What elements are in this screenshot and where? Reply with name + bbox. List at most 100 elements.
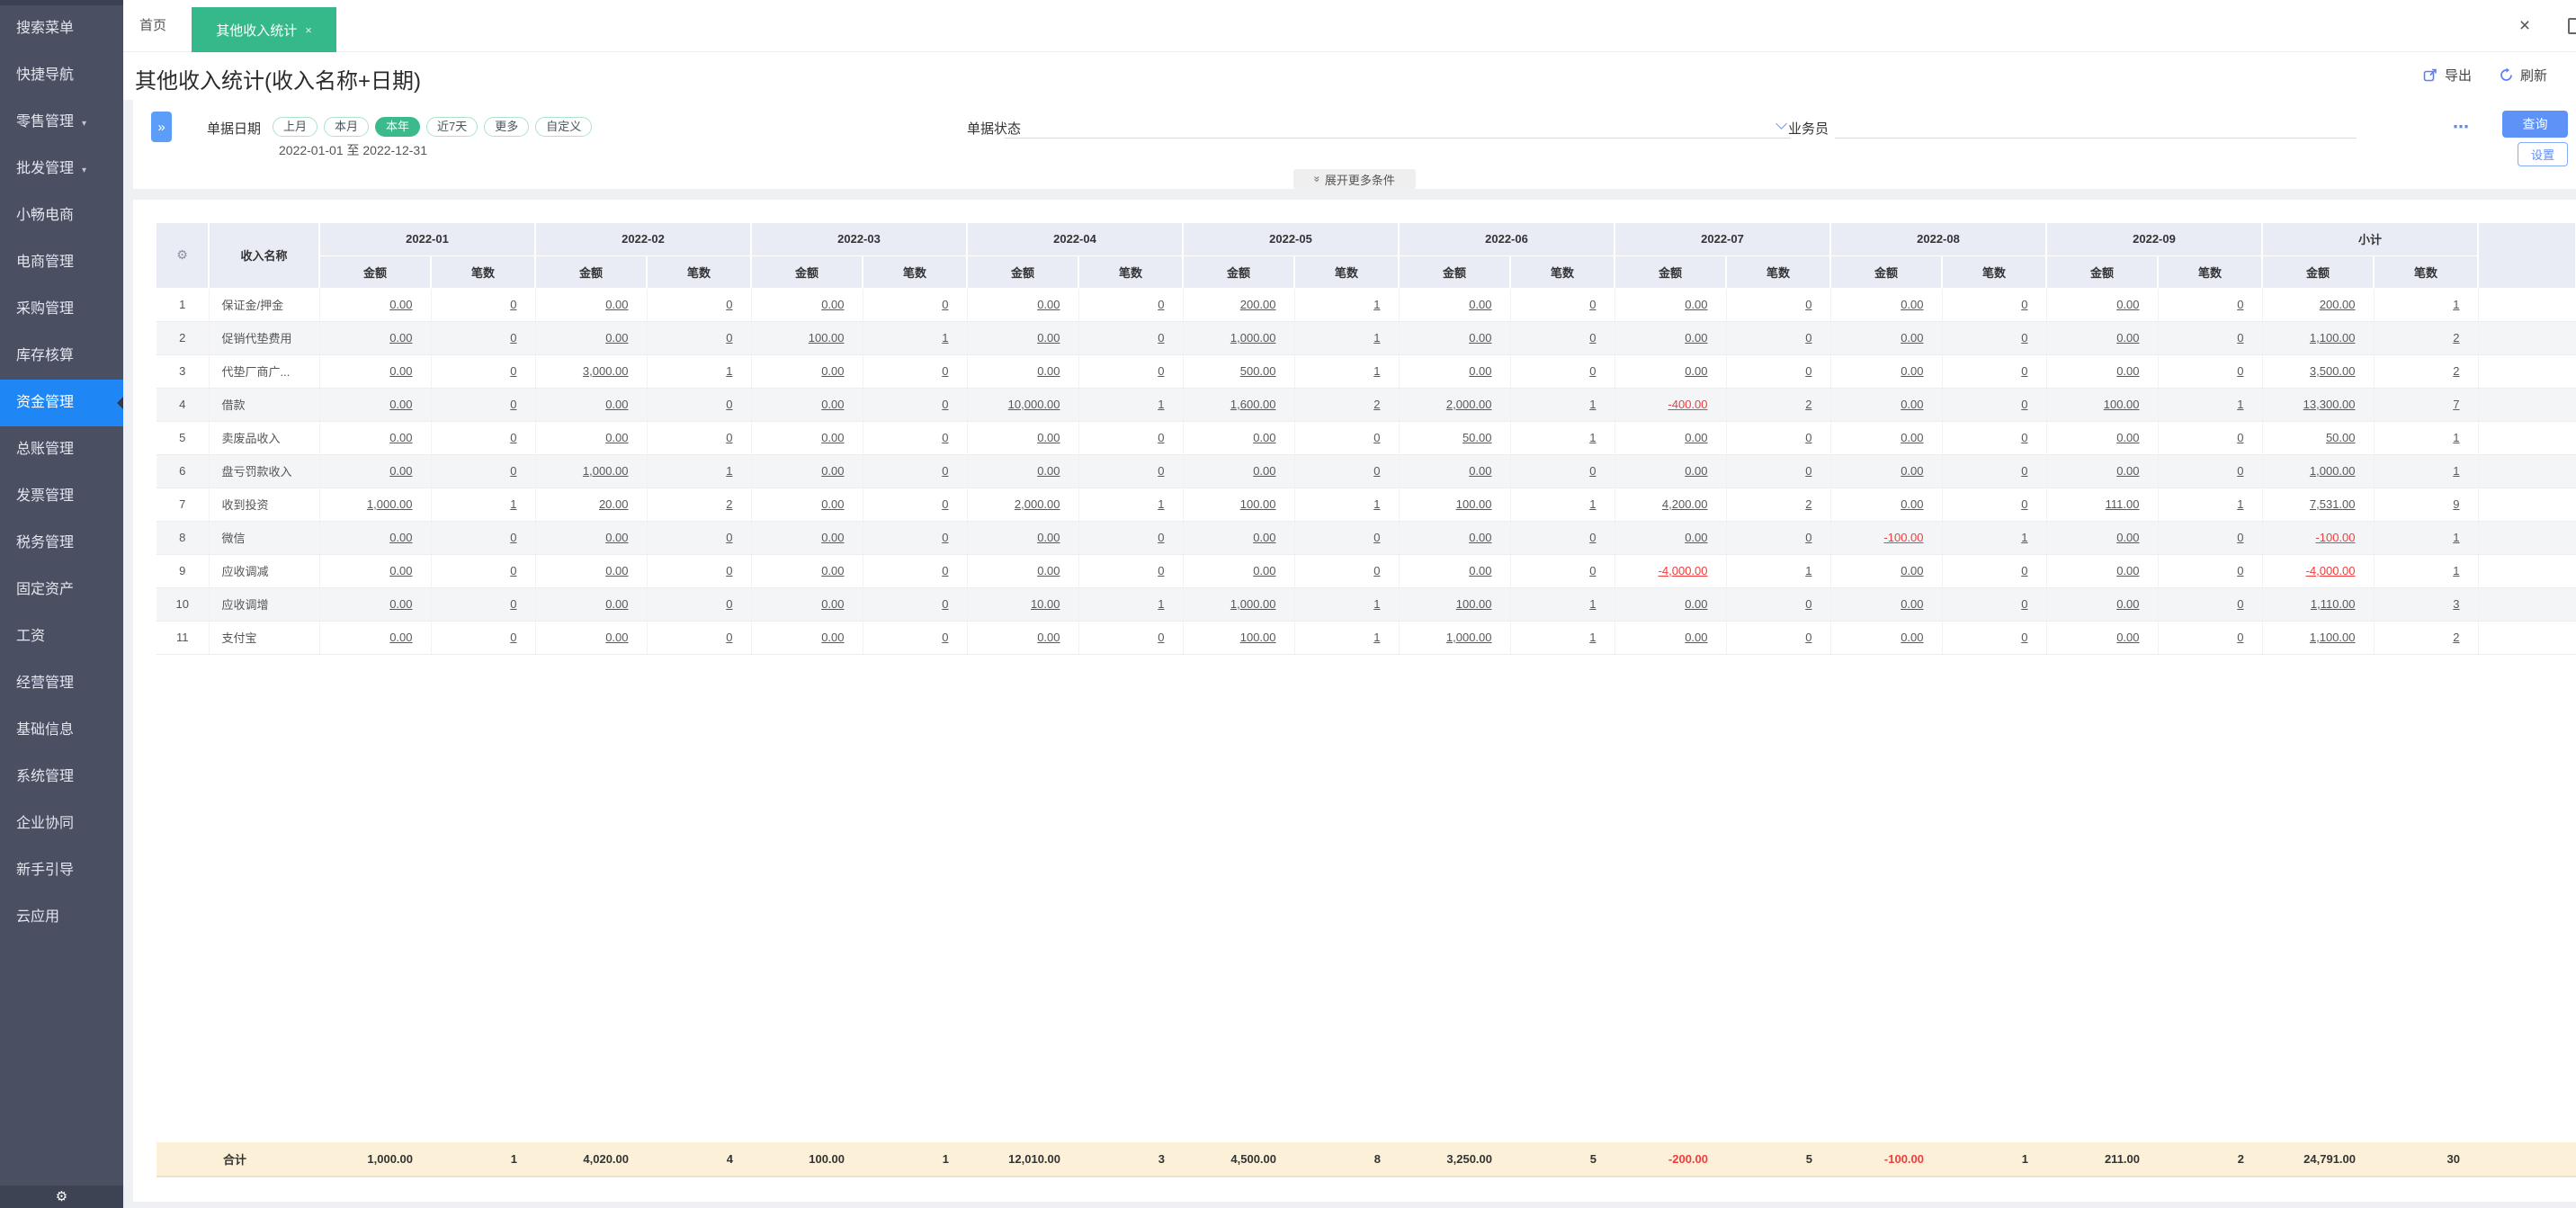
value-link[interactable]: 0.00	[605, 564, 629, 577]
value-link[interactable]: 7	[2453, 398, 2460, 411]
value-link[interactable]: 0	[2237, 298, 2244, 311]
date-range-value[interactable]: 2022-01-01 至 2022-12-31	[279, 143, 428, 157]
value-link[interactable]: 0.00	[1685, 597, 1708, 611]
value-link[interactable]: 0	[2237, 431, 2244, 444]
value-link[interactable]: 0	[726, 398, 733, 411]
value-link[interactable]: 1	[942, 331, 949, 345]
value-link[interactable]: 2	[1805, 398, 1812, 411]
value-link[interactable]: 0	[942, 298, 949, 311]
value-link[interactable]: 0.00	[1901, 464, 1924, 478]
value-link[interactable]: 0.00	[2116, 464, 2140, 478]
column-settings-icon[interactable]: ⚙	[157, 223, 210, 289]
value-link[interactable]: 1	[1373, 364, 1381, 378]
value-link[interactable]: 2	[2453, 331, 2460, 345]
value-link[interactable]: 0	[2021, 597, 2028, 611]
value-link[interactable]: 0.00	[1685, 431, 1708, 444]
value-link[interactable]: 0	[726, 431, 733, 444]
value-link[interactable]: 0.00	[605, 431, 629, 444]
value-link[interactable]: 0	[1373, 564, 1381, 577]
close-icon[interactable]: ×	[2518, 15, 2531, 36]
value-link[interactable]: 0	[1805, 298, 1812, 311]
value-link[interactable]: 0	[2237, 364, 2244, 378]
value-link[interactable]: 0	[942, 597, 949, 611]
value-link[interactable]: 0.00	[1901, 497, 1924, 511]
value-link[interactable]: 0.00	[389, 298, 413, 311]
value-link[interactable]: 0.00	[821, 497, 845, 511]
value-link[interactable]: -100.00	[1883, 531, 1924, 544]
value-link[interactable]: 0.00	[821, 364, 845, 378]
value-link[interactable]: 0	[2021, 298, 2028, 311]
value-link[interactable]: 0	[1373, 431, 1381, 444]
value-link[interactable]: 1	[2453, 431, 2460, 444]
value-link[interactable]: -100.00	[2315, 531, 2356, 544]
sidebar-item[interactable]: 新手引导	[0, 847, 123, 894]
value-link[interactable]: 0.00	[389, 398, 413, 411]
value-link[interactable]: 3	[2453, 597, 2460, 611]
value-link[interactable]: 0.00	[821, 597, 845, 611]
tab-home[interactable]: 首页	[139, 18, 167, 33]
value-link[interactable]: 0	[510, 364, 517, 378]
value-link[interactable]: 1	[1589, 597, 1597, 611]
sidebar-item-active[interactable]: 资金管理	[0, 380, 123, 426]
sidebar-item[interactable]: 经营管理	[0, 660, 123, 707]
value-link[interactable]: 0	[1805, 464, 1812, 478]
value-link[interactable]: 10.00	[1030, 597, 1060, 611]
value-link[interactable]: 0.00	[1901, 331, 1924, 345]
value-link[interactable]: 2	[726, 497, 733, 511]
sidebar-item[interactable]: 云应用	[0, 894, 123, 941]
sidebar-item[interactable]: 固定资产	[0, 567, 123, 613]
value-link[interactable]: 0.00	[2116, 298, 2140, 311]
value-link[interactable]: 0.00	[2116, 597, 2140, 611]
value-link[interactable]: 0.00	[1253, 431, 1276, 444]
value-link[interactable]: 7,531.00	[2309, 497, 2356, 511]
sidebar-item[interactable]: 库存核算	[0, 333, 123, 380]
value-link[interactable]: 1	[1373, 298, 1381, 311]
date-pill[interactable]: 本月	[324, 117, 370, 137]
value-link[interactable]: 0.00	[1685, 464, 1708, 478]
value-link[interactable]: 0	[510, 398, 517, 411]
status-select[interactable]	[1005, 111, 1791, 139]
value-link[interactable]: 0	[510, 431, 517, 444]
sidebar-item[interactable]: 批发管理 ▾	[0, 146, 123, 192]
value-link[interactable]: 0	[510, 298, 517, 311]
value-link[interactable]: 0.00	[2116, 564, 2140, 577]
value-link[interactable]: 1	[1589, 398, 1597, 411]
value-link[interactable]: 3,500.00	[2309, 364, 2356, 378]
value-link[interactable]: 0	[1589, 298, 1597, 311]
value-link[interactable]: 0	[1589, 331, 1597, 345]
value-link[interactable]: 0	[942, 398, 949, 411]
value-link[interactable]: 0.00	[1037, 531, 1060, 544]
sidebar-settings-button[interactable]: ⚙	[0, 1186, 123, 1208]
value-link[interactable]: 0	[1805, 364, 1812, 378]
value-link[interactable]: 0	[2237, 331, 2244, 345]
value-link[interactable]: 0	[2237, 631, 2244, 644]
value-link[interactable]: 0	[726, 631, 733, 644]
value-link[interactable]: 0.00	[1901, 298, 1924, 311]
sidebar-item[interactable]: 小畅电商	[0, 192, 123, 239]
value-link[interactable]: 100.00	[808, 331, 845, 345]
value-link[interactable]: 0.00	[1685, 631, 1708, 644]
value-link[interactable]: 4,200.00	[1661, 497, 1708, 511]
value-link[interactable]: 1,000.00	[366, 497, 413, 511]
value-link[interactable]: 1,110.00	[2310, 597, 2356, 611]
value-link[interactable]: 20.00	[598, 497, 629, 511]
value-link[interactable]: 1	[510, 497, 517, 511]
value-link[interactable]: 1	[1805, 564, 1812, 577]
value-link[interactable]: 0	[2237, 597, 2244, 611]
value-link[interactable]: 0	[1158, 331, 1165, 345]
value-link[interactable]: 0.00	[821, 431, 845, 444]
value-link[interactable]: 0.00	[1901, 398, 1924, 411]
value-link[interactable]: 2	[2453, 364, 2460, 378]
value-link[interactable]: 1,100.00	[2309, 631, 2356, 644]
sidebar-item[interactable]: 基础信息	[0, 707, 123, 754]
value-link[interactable]: 1,000.00	[582, 464, 629, 478]
value-link[interactable]: 0	[942, 364, 949, 378]
value-link[interactable]: 0.00	[389, 564, 413, 577]
value-link[interactable]: 0.00	[1901, 364, 1924, 378]
value-link[interactable]: 2	[2453, 631, 2460, 644]
value-link[interactable]: 3,000.00	[582, 364, 629, 378]
value-link[interactable]: 1,000.00	[1230, 331, 1276, 345]
value-link[interactable]: 0.00	[605, 631, 629, 644]
value-link[interactable]: 1,000.00	[1445, 631, 1492, 644]
value-link[interactable]: 0.00	[605, 531, 629, 544]
